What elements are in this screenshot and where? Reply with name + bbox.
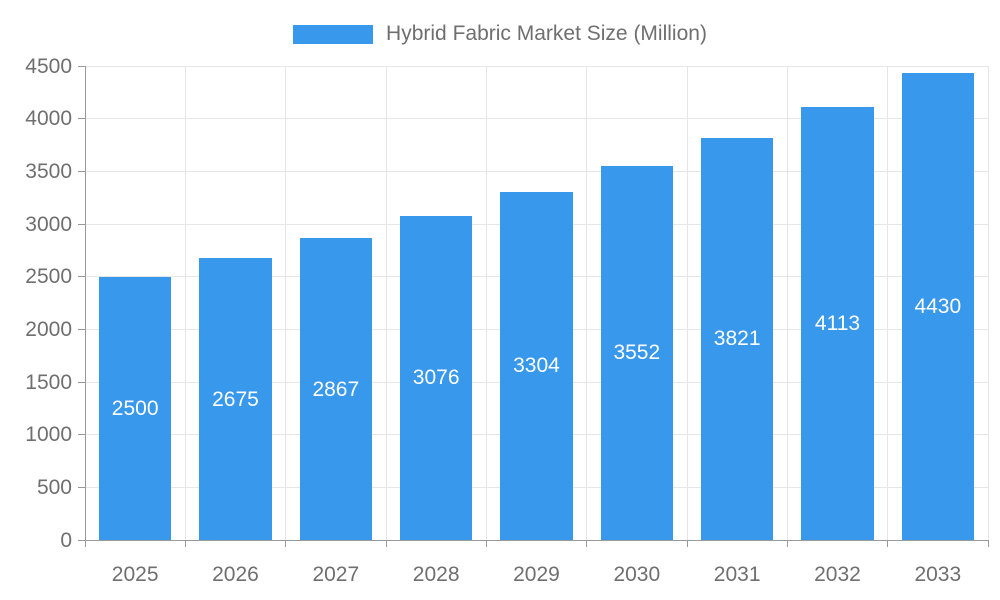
x-tick-label: 2026 (212, 563, 259, 586)
x-tick (887, 540, 889, 547)
x-gridline (385, 66, 387, 540)
x-tick-label: 2030 (613, 563, 661, 586)
bar-value-label: 2675 (212, 387, 259, 411)
bar-value-label: 3076 (412, 366, 460, 390)
bar[interactable] (801, 106, 874, 540)
x-gridline (786, 66, 788, 540)
bar-value-label: 4430 (914, 295, 962, 319)
x-gridline (586, 66, 588, 540)
x-tick (385, 540, 387, 547)
bar[interactable] (299, 238, 372, 540)
y-tick (78, 486, 85, 488)
x-gridline (184, 66, 186, 540)
bar[interactable] (600, 165, 673, 540)
x-tick-label: 2027 (312, 563, 360, 586)
y-tick (78, 381, 85, 383)
bar-value-label: 4113 (814, 311, 861, 335)
bar-value-label: 3821 (713, 327, 761, 351)
x-tick (686, 540, 688, 547)
y-gridline (85, 170, 988, 172)
y-tick-label: 0 (60, 528, 72, 552)
bar-value-label: 2500 (111, 396, 159, 420)
bar[interactable] (199, 258, 272, 540)
x-tick (987, 540, 989, 547)
y-tick (78, 65, 85, 67)
y-tick-label: 3000 (25, 212, 72, 236)
y-tick-label: 3500 (25, 159, 72, 183)
x-gridline (285, 66, 287, 540)
x-tick-label: 2028 (412, 563, 460, 586)
y-tick (78, 328, 85, 330)
y-tick-label: 4000 (25, 107, 72, 131)
bar-value-label: 2867 (312, 377, 360, 401)
x-gridline (686, 66, 688, 540)
x-tick (485, 540, 487, 547)
bar[interactable] (500, 191, 573, 540)
x-tick (184, 540, 186, 547)
y-gridline (85, 65, 988, 67)
y-tick-label: 500 (36, 475, 72, 499)
bar[interactable] (901, 73, 974, 540)
x-tick-label: 2029 (513, 563, 560, 586)
x-gridline (485, 66, 487, 540)
y-tick (78, 118, 85, 120)
y-tick-label: 1500 (25, 370, 72, 394)
y-axis-line (84, 66, 86, 547)
x-tick-label: 2031 (713, 563, 761, 586)
bar-value-label: 3552 (613, 341, 661, 365)
legend-label: Hybrid Fabric Market Size (Million) (386, 22, 707, 45)
y-tick (78, 434, 85, 436)
bar[interactable] (400, 215, 473, 540)
x-tick (786, 540, 788, 547)
bar[interactable] (99, 276, 172, 540)
legend[interactable]: Hybrid Fabric Market Size (Million) (0, 19, 1000, 49)
x-axis-line (78, 539, 988, 541)
x-tick-label: 2033 (914, 563, 962, 586)
x-gridline (987, 66, 989, 540)
y-tick (78, 276, 85, 278)
y-tick-label: 1000 (25, 423, 72, 447)
x-tick (285, 540, 287, 547)
bar[interactable] (701, 137, 774, 540)
y-tick (78, 223, 85, 225)
x-tick-label: 2025 (111, 563, 159, 586)
bar-value-label: 3304 (513, 354, 560, 378)
x-tick-label: 2032 (814, 563, 861, 586)
y-tick-label: 2000 (25, 317, 72, 341)
x-tick (586, 540, 588, 547)
y-tick-label: 2500 (25, 265, 72, 289)
y-tick-label: 4500 (25, 54, 72, 78)
x-gridline (887, 66, 889, 540)
y-gridline (85, 118, 988, 120)
y-tick (78, 170, 85, 172)
legend-swatch (293, 24, 374, 44)
